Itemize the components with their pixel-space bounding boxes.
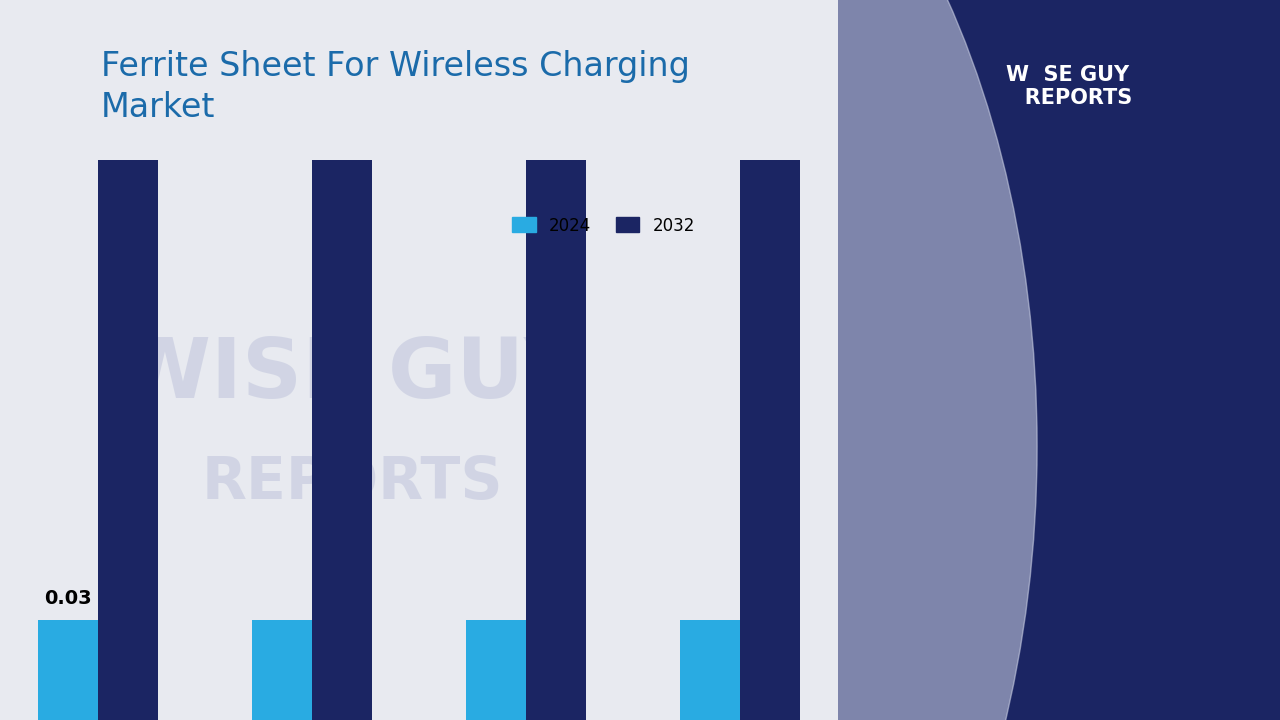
Legend: 2024, 2032: 2024, 2032 xyxy=(506,210,701,241)
Bar xyxy=(681,620,740,720)
Bar xyxy=(38,620,99,720)
Bar xyxy=(99,160,157,720)
Circle shape xyxy=(110,0,1037,720)
Bar xyxy=(740,160,800,720)
Text: Ferrite Sheet For Wireless Charging
Market: Ferrite Sheet For Wireless Charging Mark… xyxy=(101,50,690,124)
Text: REPORTS: REPORTS xyxy=(201,454,503,511)
Bar xyxy=(466,620,526,720)
Text: WISE GUY: WISE GUY xyxy=(119,334,585,415)
Bar xyxy=(312,160,372,720)
Text: W  SE GUY
   REPORTS: W SE GUY REPORTS xyxy=(1004,65,1133,108)
Text: 0.03: 0.03 xyxy=(45,589,92,608)
Bar xyxy=(252,620,312,720)
Bar xyxy=(526,160,586,720)
